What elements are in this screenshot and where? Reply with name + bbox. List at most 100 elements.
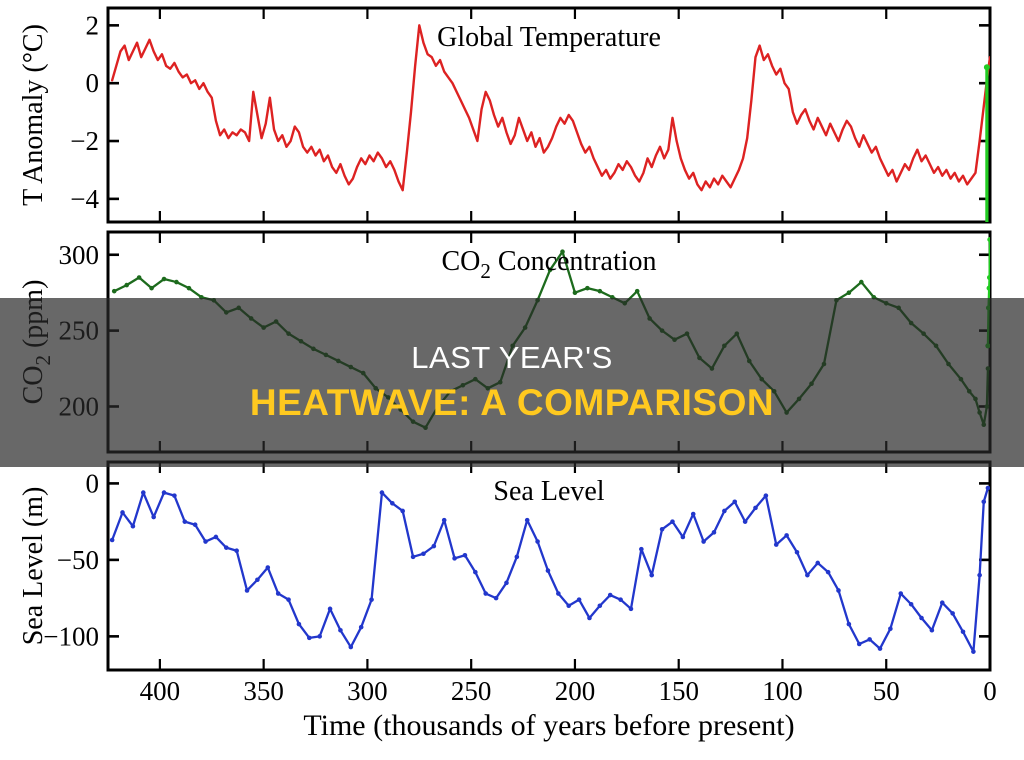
data-point — [390, 500, 395, 506]
data-point — [298, 338, 304, 344]
data-point — [261, 325, 266, 330]
data-point — [311, 346, 316, 352]
data-point — [701, 539, 706, 544]
data-point — [973, 396, 978, 402]
data-point — [888, 626, 893, 632]
data-point — [732, 499, 738, 505]
data-point — [950, 611, 955, 616]
data-point — [977, 410, 982, 415]
panel-co2-concentration: 300 250 200 CO2 Concentration CO2 (ppm) — [18, 230, 992, 454]
y-axis-title: CO2 (ppm) — [18, 280, 55, 405]
data-point — [223, 545, 229, 550]
data-point — [192, 522, 198, 528]
data-point — [497, 379, 503, 385]
x-tick-label: 150 — [658, 676, 699, 706]
data-point — [348, 364, 354, 370]
data-point-markers — [109, 485, 990, 654]
modern-co2-point — [985, 343, 990, 349]
data-point — [825, 569, 831, 575]
data-point — [883, 301, 889, 306]
modern-co2-point — [987, 236, 990, 243]
data-point — [742, 519, 748, 524]
data-point — [149, 285, 154, 291]
modern-co2-point — [986, 285, 990, 291]
data-point — [296, 621, 302, 627]
data-point — [628, 606, 634, 612]
data-point — [690, 511, 696, 517]
x-tick-label: 200 — [555, 676, 596, 706]
data-point — [421, 551, 426, 557]
data-point — [753, 505, 758, 511]
y-tick-label: 0 — [86, 468, 100, 498]
data-point — [203, 539, 208, 544]
data-point — [327, 606, 333, 612]
panel-title: Global Temperature — [437, 22, 661, 53]
data-point — [684, 331, 690, 336]
data-point — [981, 422, 987, 427]
data-point — [659, 328, 665, 333]
data-point — [680, 534, 686, 540]
data-point — [871, 294, 877, 300]
data-point — [182, 519, 188, 524]
data-point — [373, 385, 379, 391]
data-point — [244, 588, 250, 593]
data-point — [199, 294, 204, 300]
data-point — [151, 514, 156, 520]
data-point — [746, 358, 752, 364]
data-point — [473, 376, 478, 382]
data-point — [172, 493, 177, 498]
data-point — [223, 310, 229, 315]
data-point — [759, 376, 765, 382]
modern-co2-point — [986, 274, 990, 281]
data-point — [483, 591, 489, 596]
x-tick-label: 0 — [983, 676, 997, 706]
x-tick-label: 100 — [762, 676, 803, 706]
data-point — [867, 637, 872, 642]
panel-frame — [106, 6, 992, 224]
data-point — [398, 407, 403, 412]
data-point — [358, 624, 364, 630]
data-point — [846, 290, 852, 295]
data-point — [286, 597, 291, 602]
data-point — [504, 580, 509, 586]
data-point — [161, 490, 167, 495]
data-point — [618, 597, 623, 602]
data-point — [805, 572, 810, 578]
y-tick-label: 200 — [59, 391, 100, 421]
data-point — [462, 552, 468, 558]
data-point — [485, 385, 491, 391]
data-point — [441, 517, 447, 523]
data-point — [796, 396, 802, 402]
data-point — [130, 523, 136, 529]
data-point — [856, 641, 862, 647]
data-point — [140, 490, 146, 495]
data-point — [985, 366, 990, 371]
data-point — [522, 325, 528, 330]
data-point — [784, 410, 789, 415]
y-tick-label: 0 — [86, 68, 100, 98]
data-point — [933, 343, 939, 349]
data-point — [273, 319, 279, 324]
data-point — [697, 355, 702, 361]
data-point — [809, 381, 814, 387]
data-point — [535, 539, 540, 544]
data-point — [265, 565, 271, 570]
data-point — [597, 603, 603, 609]
data-point — [348, 644, 354, 650]
data-point — [846, 621, 852, 627]
data-point — [572, 290, 578, 295]
y-axis-title: T Anomaly (°C) — [18, 24, 49, 206]
panel-sea-level: 0 −50 −100 Sea Level Sea Level (m) — [18, 460, 992, 672]
data-point — [186, 285, 192, 291]
y-tick-label: −100 — [43, 621, 99, 651]
x-tick-label: 400 — [140, 676, 181, 706]
data-point — [722, 343, 727, 349]
data-point — [431, 543, 437, 549]
y-tick-label: 250 — [59, 316, 100, 346]
x-tick-label: 350 — [243, 676, 284, 706]
data-point — [722, 508, 727, 514]
data-point — [473, 569, 478, 575]
data-point — [323, 352, 329, 358]
panel-title: Sea Level — [493, 476, 604, 507]
data-point — [649, 572, 655, 578]
